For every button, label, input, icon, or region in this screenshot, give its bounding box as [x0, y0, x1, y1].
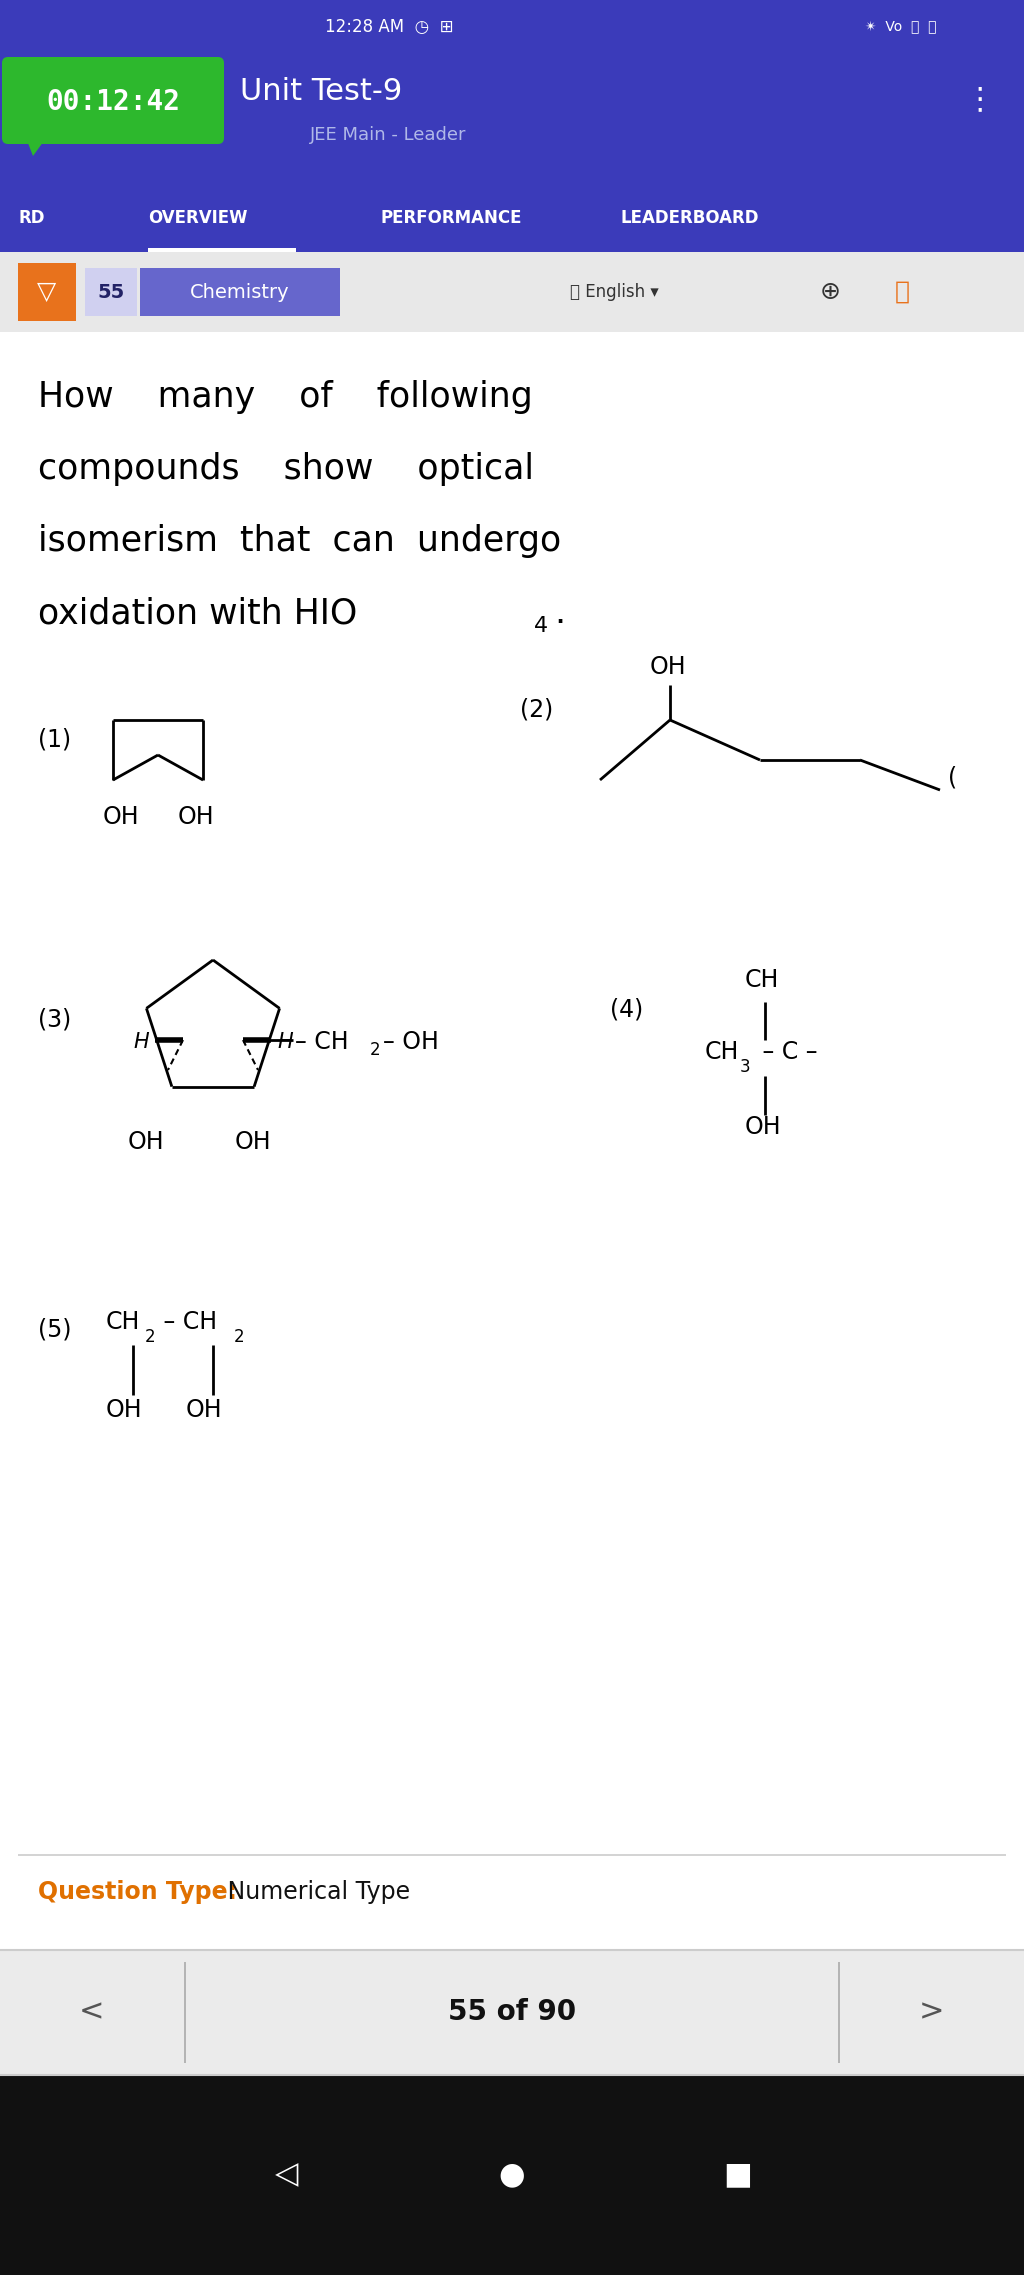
- Text: (4): (4): [610, 999, 643, 1021]
- Text: <: <: [79, 1997, 104, 2027]
- Bar: [85, 268, 137, 316]
- Text: ⋮: ⋮: [965, 86, 995, 114]
- Bar: [148, 248, 296, 253]
- Text: 00:12:42: 00:12:42: [46, 89, 180, 116]
- Text: LEADERBOARD: LEADERBOARD: [620, 209, 759, 228]
- Text: ▽: ▽: [37, 280, 56, 305]
- Text: 🌐 English ▾: 🌐 English ▾: [570, 282, 658, 300]
- Text: OH: OH: [745, 1115, 781, 1140]
- Text: OH: OH: [234, 1131, 271, 1153]
- Bar: [18, 264, 76, 321]
- Text: OVERVIEW: OVERVIEW: [148, 209, 248, 228]
- Bar: [0, 332, 1024, 1950]
- Text: 55: 55: [97, 282, 125, 303]
- Bar: [0, 1950, 1024, 2075]
- Text: RD: RD: [18, 209, 44, 228]
- Text: – CH: – CH: [156, 1310, 217, 1333]
- Text: 4: 4: [534, 617, 548, 637]
- Text: (5): (5): [38, 1317, 72, 1342]
- Text: CH: CH: [745, 967, 779, 992]
- Text: OH: OH: [178, 805, 215, 828]
- Bar: [0, 2075, 1024, 2275]
- Text: 🔖: 🔖: [895, 280, 910, 305]
- Text: 2: 2: [145, 1329, 156, 1347]
- Text: JEE Main - Leader: JEE Main - Leader: [310, 125, 467, 143]
- Bar: [140, 268, 340, 316]
- Text: ●: ●: [499, 2161, 525, 2189]
- Text: OH: OH: [128, 1131, 165, 1153]
- Text: Chemistry: Chemistry: [190, 282, 290, 303]
- Text: 2: 2: [234, 1329, 245, 1347]
- Text: (2): (2): [520, 698, 553, 721]
- Text: oxidation with HIO: oxidation with HIO: [38, 596, 357, 630]
- Text: compounds    show    optical: compounds show optical: [38, 453, 534, 487]
- Text: 55 of 90: 55 of 90: [447, 1997, 577, 2027]
- FancyBboxPatch shape: [2, 57, 224, 143]
- Text: (1): (1): [38, 728, 71, 753]
- Text: ◁: ◁: [275, 2161, 298, 2189]
- Text: H: H: [133, 1033, 148, 1051]
- Text: 2: 2: [370, 1042, 381, 1058]
- Text: OH: OH: [103, 805, 139, 828]
- Bar: [0, 253, 1024, 332]
- Text: H: H: [278, 1033, 293, 1051]
- Bar: [0, 184, 1024, 253]
- Text: OH: OH: [650, 655, 687, 678]
- Text: (: (: [948, 767, 957, 789]
- Text: OH: OH: [106, 1399, 142, 1422]
- Text: .: .: [554, 596, 565, 630]
- Text: ■: ■: [723, 2161, 752, 2189]
- Text: isomerism  that  can  undergo: isomerism that can undergo: [38, 523, 561, 557]
- Text: 12:28 AM  ◷  ⊞: 12:28 AM ◷ ⊞: [325, 18, 454, 36]
- Text: – C –: – C –: [755, 1040, 817, 1065]
- Text: How    many    of    following: How many of following: [38, 380, 532, 414]
- Text: CH: CH: [705, 1040, 739, 1065]
- Text: PERFORMANCE: PERFORMANCE: [380, 209, 521, 228]
- Text: ✴  Vo  📶  🔋: ✴ Vo 📶 🔋: [865, 20, 937, 34]
- Text: – OH: – OH: [383, 1031, 439, 1053]
- Text: Question Type:: Question Type:: [38, 1879, 237, 1904]
- Text: >: >: [920, 1997, 945, 2027]
- Text: ⊕: ⊕: [820, 280, 841, 305]
- Polygon shape: [26, 139, 46, 157]
- Text: Unit Test-9: Unit Test-9: [240, 77, 402, 107]
- Bar: [0, 0, 1024, 55]
- Text: Numerical Type: Numerical Type: [220, 1879, 411, 1904]
- Text: 3: 3: [740, 1058, 751, 1076]
- Bar: [0, 55, 1024, 184]
- Text: CH: CH: [106, 1310, 140, 1333]
- Text: (3): (3): [38, 1008, 72, 1033]
- Text: – CH: – CH: [295, 1031, 348, 1053]
- Text: OH: OH: [186, 1399, 222, 1422]
